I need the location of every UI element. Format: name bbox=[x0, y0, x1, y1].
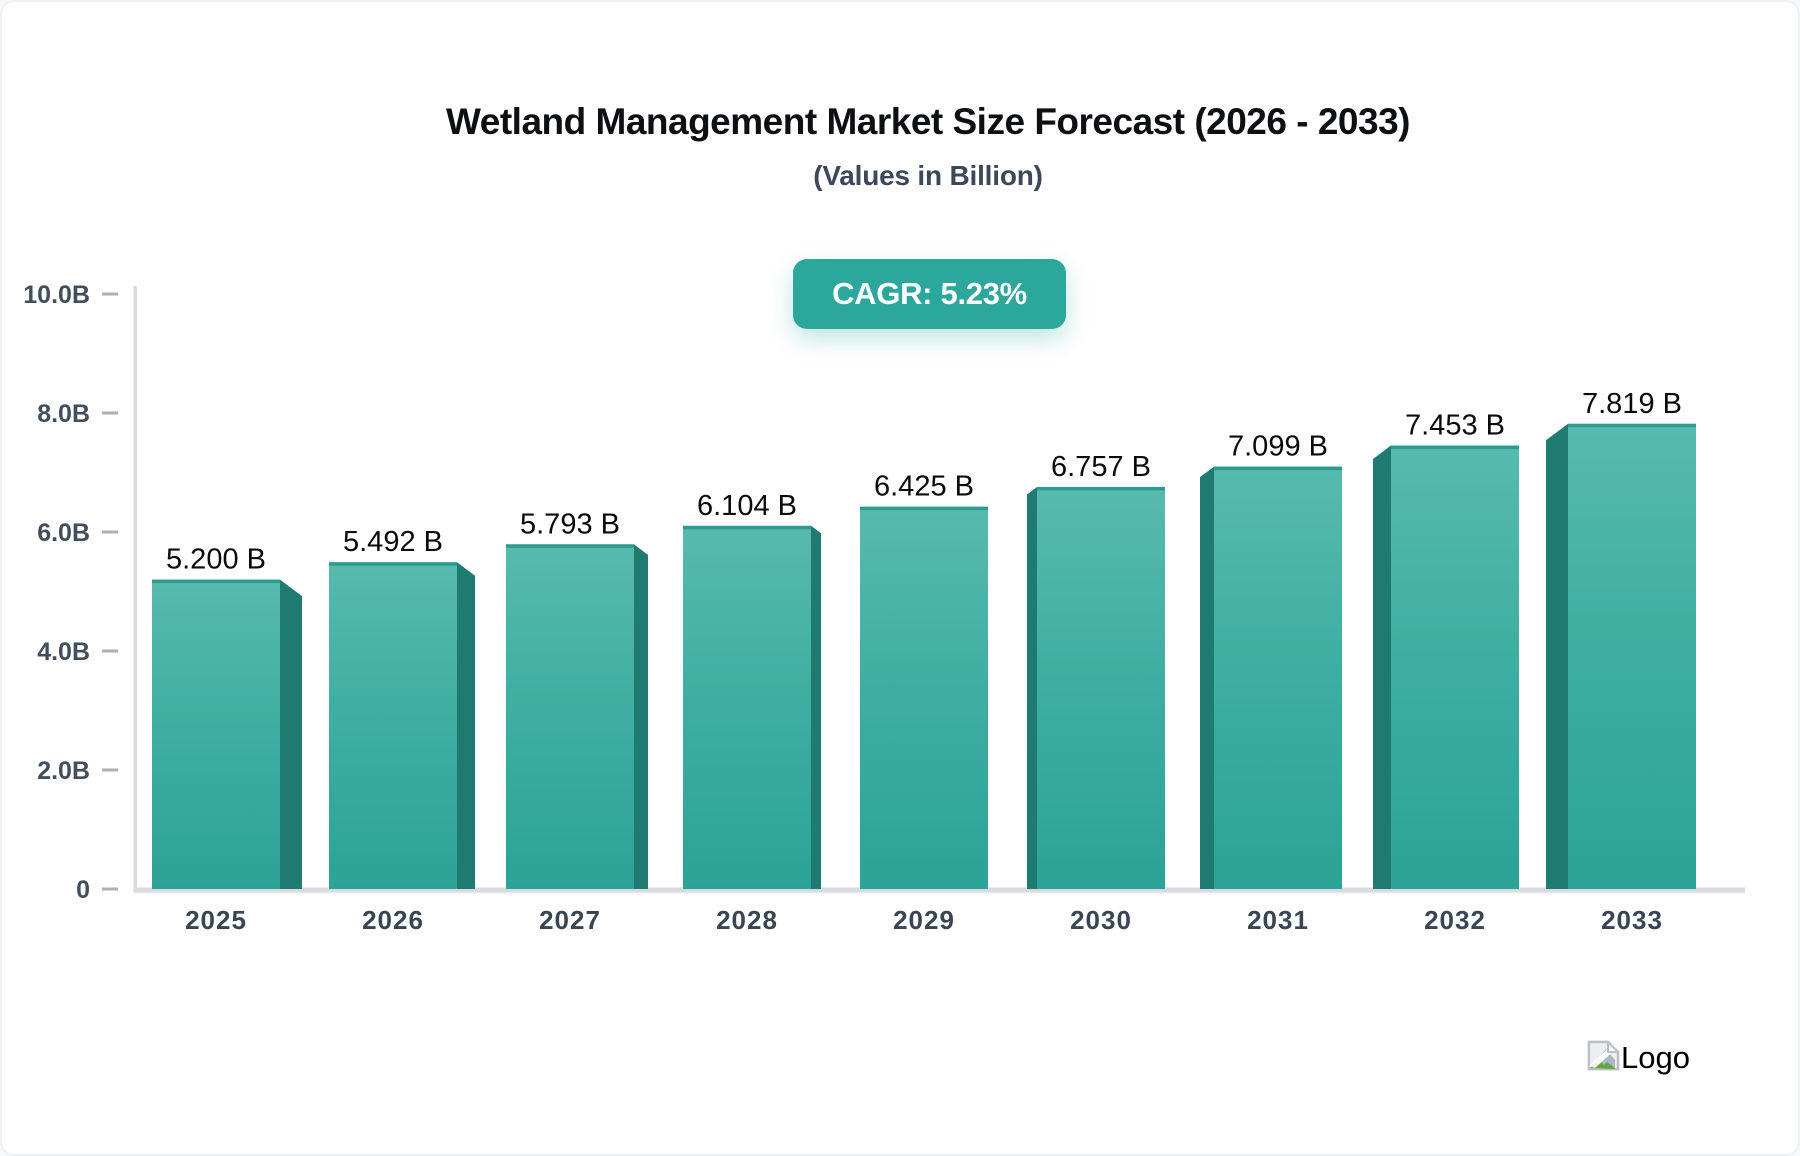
y-tick bbox=[102, 768, 118, 772]
bar-value-label: 6.757 B bbox=[1051, 451, 1151, 483]
y-tick bbox=[102, 411, 118, 415]
bar-top-edge bbox=[1214, 466, 1342, 471]
logo: Logo bbox=[1587, 1040, 1690, 1075]
x-axis-label: 2027 bbox=[539, 905, 601, 935]
bar bbox=[329, 562, 457, 889]
bar bbox=[1214, 466, 1342, 889]
bar-top-edge bbox=[1391, 445, 1519, 450]
x-axis-line bbox=[133, 887, 1745, 892]
x-axis-label: 2033 bbox=[1601, 905, 1663, 935]
bar bbox=[506, 544, 634, 889]
y-axis-line bbox=[133, 286, 137, 893]
bar-side bbox=[1027, 486, 1037, 889]
x-axis-label: 2029 bbox=[893, 905, 955, 935]
bar bbox=[152, 579, 280, 889]
bar-value-label: 5.200 B bbox=[166, 544, 266, 576]
y-tick bbox=[102, 649, 118, 653]
chart-subtitle: (Values in Billion) bbox=[813, 160, 1043, 192]
bar-top-edge bbox=[1037, 486, 1165, 491]
bar-top-edge bbox=[683, 525, 811, 530]
y-axis-label: 0 bbox=[76, 876, 90, 904]
bar-top-edge bbox=[506, 544, 634, 548]
x-axis-label: 2030 bbox=[1070, 905, 1132, 935]
bar-value-label: 7.099 B bbox=[1228, 431, 1328, 463]
bar-side bbox=[811, 525, 821, 889]
chart-header: Wetland Management Market Size Forecast … bbox=[2, 100, 1798, 192]
bar-top-edge bbox=[860, 506, 988, 511]
bar-top-edge bbox=[329, 562, 457, 566]
x-axis-label: 2026 bbox=[362, 905, 424, 935]
bar bbox=[860, 506, 988, 889]
y-tick bbox=[102, 887, 118, 891]
bar-value-label: 7.453 B bbox=[1405, 410, 1505, 442]
chart-title: Wetland Management Market Size Forecast … bbox=[446, 101, 1410, 142]
broken-image-icon bbox=[1587, 1040, 1620, 1071]
x-axis-label: 2031 bbox=[1247, 905, 1309, 935]
y-tick bbox=[102, 292, 118, 296]
y-tick bbox=[102, 530, 118, 534]
bar-side bbox=[1546, 423, 1568, 889]
x-axis-label: 2028 bbox=[716, 905, 778, 935]
y-axis-label: 6.0B bbox=[37, 519, 90, 547]
bar bbox=[683, 525, 811, 889]
y-axis-label: 2.0B bbox=[37, 757, 90, 785]
cagr-badge: CAGR: 5.23% bbox=[793, 259, 1066, 329]
bar-side bbox=[457, 562, 475, 889]
x-axis-shadow bbox=[133, 892, 1745, 894]
bar-value-label: 7.819 B bbox=[1582, 388, 1682, 420]
y-axis-label: 8.0B bbox=[37, 400, 90, 428]
bar-side bbox=[1200, 466, 1214, 889]
y-axis-label: 10.0B bbox=[23, 281, 90, 309]
bar-value-label: 6.425 B bbox=[874, 471, 974, 503]
bar-top-edge bbox=[1568, 423, 1696, 428]
bar-value-label: 5.492 B bbox=[343, 526, 443, 558]
bar-top-edge bbox=[152, 579, 280, 584]
bar bbox=[1037, 486, 1165, 889]
bar bbox=[1391, 445, 1519, 889]
bar-side bbox=[1373, 445, 1391, 889]
x-axis-label: 2025 bbox=[185, 905, 247, 935]
y-axis-label: 4.0B bbox=[37, 638, 90, 666]
bar-side bbox=[634, 544, 648, 889]
x-axis-label: 2032 bbox=[1424, 905, 1486, 935]
bar-value-label: 6.104 B bbox=[697, 490, 797, 522]
logo-alt-text: Logo bbox=[1621, 1040, 1690, 1075]
bar-side bbox=[280, 579, 302, 889]
bar bbox=[1568, 423, 1696, 889]
bar-value-label: 5.793 B bbox=[520, 508, 620, 540]
